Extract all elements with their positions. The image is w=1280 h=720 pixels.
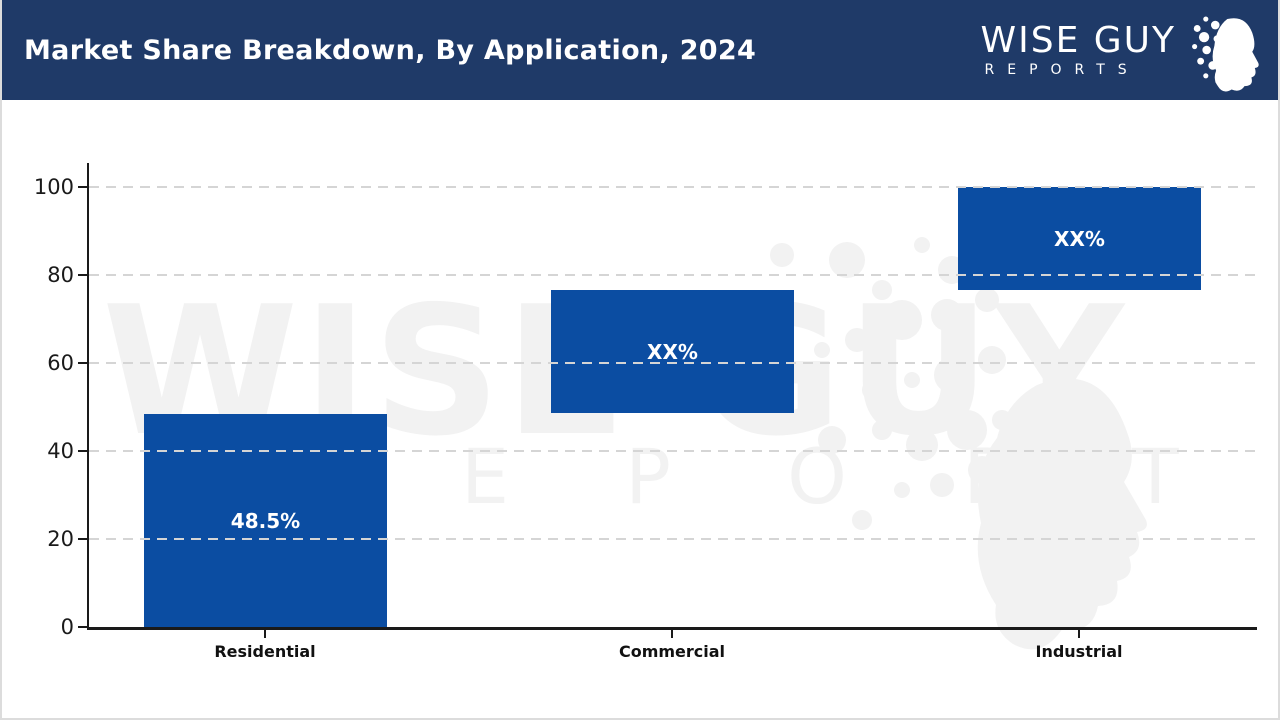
bar-residential: 48.5% bbox=[144, 414, 387, 627]
x-axis-line bbox=[87, 627, 1257, 630]
gridline-40 bbox=[89, 450, 1257, 452]
xtick-mark-commercial bbox=[671, 630, 673, 638]
ytick-mark-20 bbox=[78, 538, 87, 540]
gridline-20 bbox=[89, 538, 1257, 540]
bar-value-label: 48.5% bbox=[230, 508, 301, 533]
ytick-mark-60 bbox=[78, 362, 87, 364]
ytick-mark-100 bbox=[78, 186, 87, 188]
y-axis-line bbox=[87, 163, 89, 630]
bar-commercial: XX% bbox=[551, 290, 794, 413]
gridline-100 bbox=[89, 186, 1257, 188]
brand-wordmark: WISE GUY REPORTS bbox=[980, 19, 1177, 78]
ytick-label-20: 20 bbox=[47, 527, 74, 551]
watermark-head-icon bbox=[752, 225, 1147, 650]
xtick-label-commercial: Commercial bbox=[618, 642, 726, 661]
brand-logo: WISE GUY REPORTS bbox=[981, 0, 1267, 100]
bar-value-label: XX% bbox=[1054, 226, 1105, 251]
bar-industrial: XX% bbox=[958, 187, 1201, 290]
brand-name: WISE GUY bbox=[980, 19, 1176, 61]
brand-subname: REPORTS bbox=[984, 61, 1140, 78]
xtick-label-industrial: Industrial bbox=[1035, 642, 1123, 661]
header-band: Market Share Breakdown, By Application, … bbox=[2, 0, 1278, 100]
chart-canvas: WISE GUY R E P O R T S 0 20 40 60 80 100 48.5%… bbox=[2, 100, 1278, 718]
xtick-label-residential: Residential bbox=[214, 642, 316, 661]
ytick-mark-40 bbox=[78, 450, 87, 452]
ytick-label-100: 100 bbox=[33, 175, 74, 199]
page-title: Market Share Breakdown, By Application, … bbox=[24, 34, 757, 66]
xtick-mark-residential bbox=[264, 630, 266, 638]
xtick-mark-industrial bbox=[1078, 630, 1080, 638]
gridline-80 bbox=[89, 274, 1257, 276]
bar-value-label: XX% bbox=[647, 339, 698, 364]
ytick-label-0: 0 bbox=[60, 615, 74, 639]
ytick-label-60: 60 bbox=[47, 351, 74, 375]
ytick-mark-0 bbox=[78, 626, 87, 628]
brand-head-icon bbox=[1192, 16, 1259, 92]
ytick-label-80: 80 bbox=[47, 263, 74, 287]
ytick-label-40: 40 bbox=[47, 439, 74, 463]
ytick-mark-80 bbox=[78, 274, 87, 276]
gridline-60 bbox=[89, 362, 1257, 364]
